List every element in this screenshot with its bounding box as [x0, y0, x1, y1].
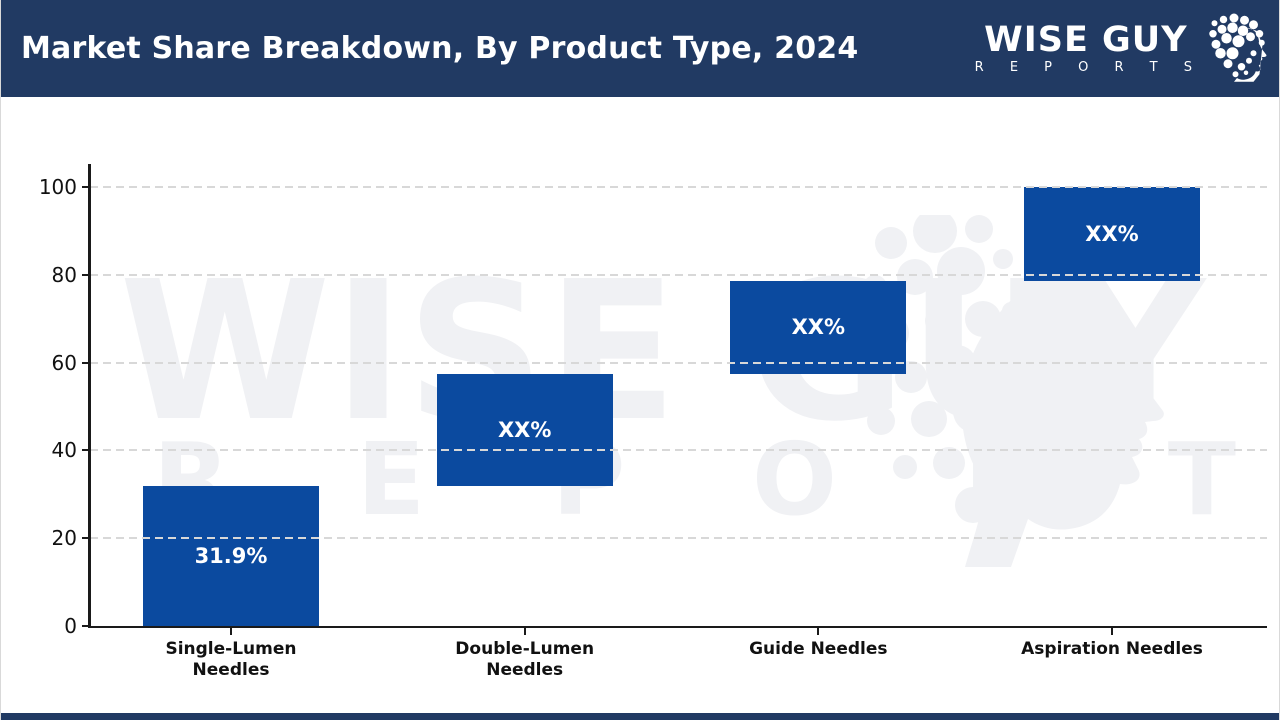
y-axis-tick-label: 20	[51, 526, 77, 551]
dotted-head-profile-icon	[1209, 13, 1267, 82]
x-axis-tick-label: Single-Lumen Needles	[165, 639, 297, 681]
y-axis-tick	[82, 186, 90, 188]
x-axis-tick	[523, 627, 526, 635]
x-axis-tick-label: Aspiration Needles	[1021, 639, 1203, 659]
y-axis-tick	[82, 273, 90, 276]
bar-double-lumen-needles	[436, 374, 613, 486]
y-axis-tick-label: 40	[51, 438, 77, 463]
header-bar: Market Share Breakdown, By Product Type,…	[1, 0, 1279, 97]
y-axis-tick-label: 60	[51, 350, 77, 375]
gridline	[90, 361, 1267, 364]
y-axis-tick	[82, 625, 90, 627]
footer-bar	[1, 713, 1279, 720]
logo-subtext: R E P O R T S	[974, 60, 1203, 75]
bar-value-label: 31.9%	[194, 543, 268, 568]
bar-value-label: XX%	[1085, 221, 1139, 246]
logo-wordmark: WISE GUY	[984, 20, 1188, 60]
y-axis-tick-label: 0	[64, 614, 77, 638]
wiseguy-logo-text: WISE GUY R E P O R T S	[969, 20, 1203, 75]
x-axis-tick	[817, 627, 820, 635]
x-axis-tick-label: Guide Needles	[749, 639, 888, 659]
x-axis-tick	[230, 627, 232, 635]
gridline	[90, 449, 1267, 452]
x-axis-line	[88, 625, 1267, 628]
bar-value-label: XX%	[791, 315, 846, 340]
gridline	[90, 537, 1267, 540]
y-axis-tick-label: 80	[51, 262, 77, 287]
bar-single-lumen-needles	[143, 485, 319, 626]
gridline	[90, 186, 1267, 188]
y-axis-tick-label: 100	[38, 175, 77, 199]
bar-value-label: XX%	[497, 417, 552, 442]
x-axis-tick	[1111, 627, 1113, 635]
y-axis-tick	[82, 449, 90, 452]
y-axis-line	[88, 164, 91, 628]
gridline	[90, 273, 1267, 276]
bar-aspiration-needles	[1024, 187, 1200, 281]
wiseguy-logo: WISE GUY R E P O R T S	[969, 7, 1267, 91]
x-axis-tick-label: Double-Lumen Needles	[455, 639, 595, 681]
y-axis-tick	[82, 537, 90, 540]
page-title: Market Share Breakdown, By Product Type,…	[21, 31, 859, 66]
y-axis-tick	[82, 361, 90, 364]
